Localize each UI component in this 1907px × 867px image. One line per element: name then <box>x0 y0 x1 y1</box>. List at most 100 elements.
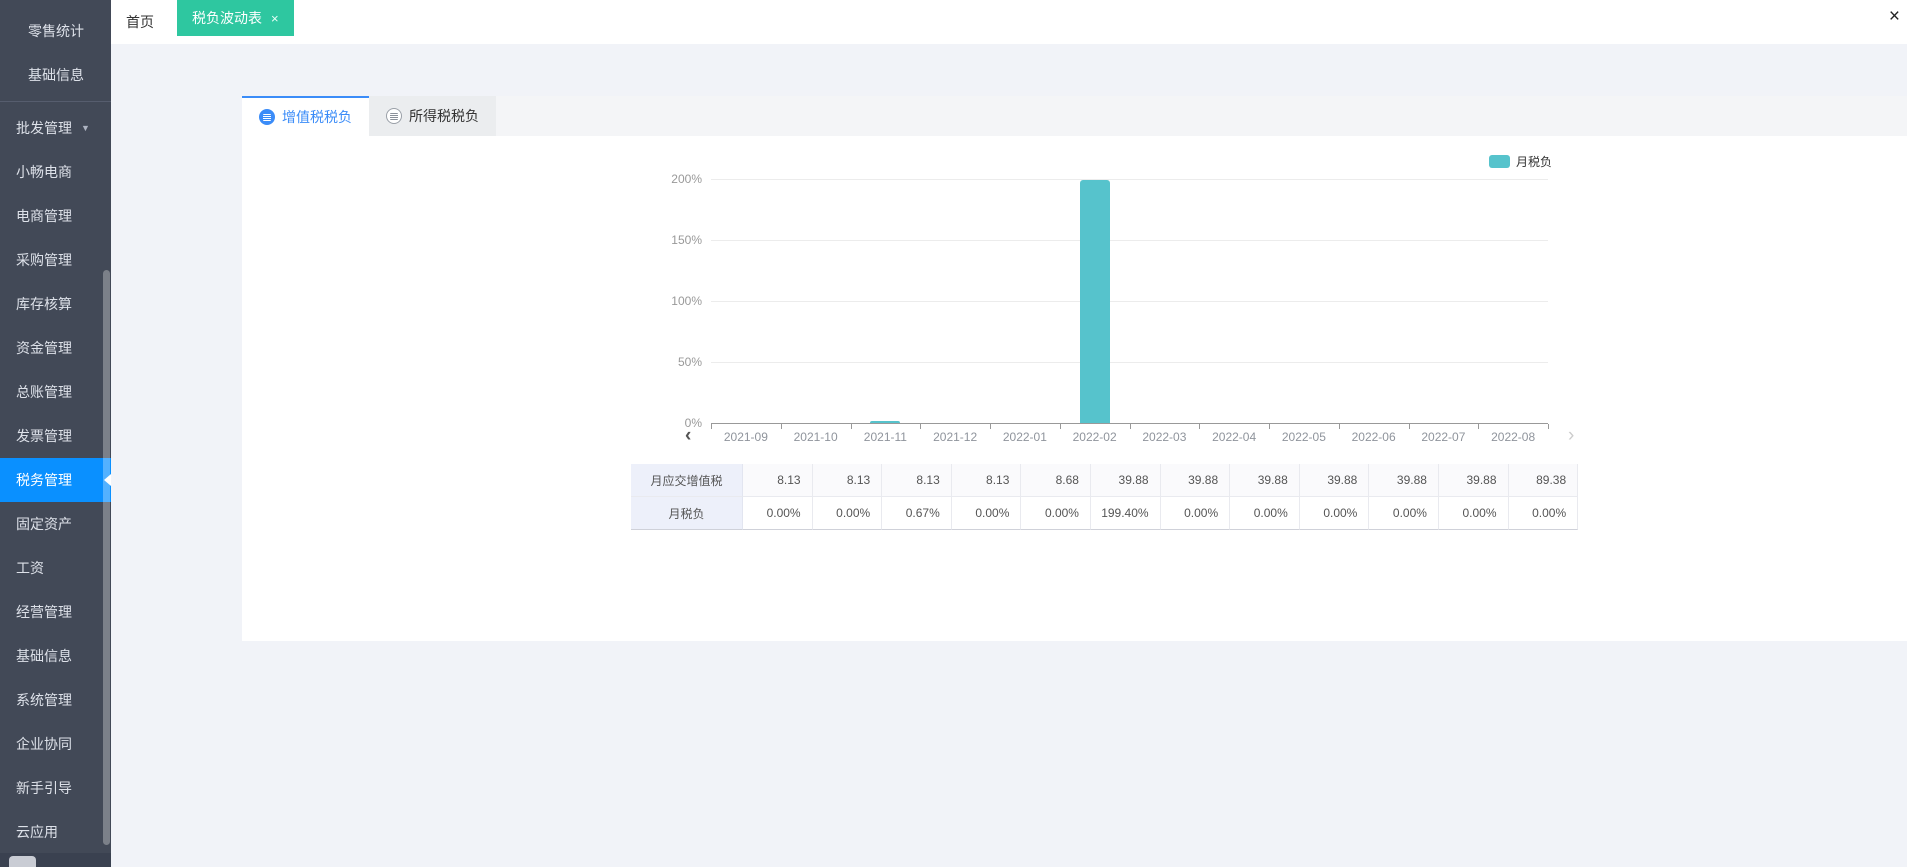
x-axis-tick-label: 2021-09 <box>723 430 768 444</box>
x-axis-tick <box>711 424 712 429</box>
sidebar-item-采购管理[interactable]: 采购管理 <box>0 238 111 282</box>
y-axis-tick-label: 150% <box>671 233 702 247</box>
table-row-label: 月税负 <box>631 497 743 530</box>
table-cell: 8.13 <box>812 464 883 497</box>
sidebar-item-税务管理[interactable]: 税务管理 <box>0 458 111 502</box>
sidebar-item-批发管理[interactable]: 批发管理 ▼ <box>0 106 111 150</box>
legend-swatch <box>1489 155 1510 168</box>
subtab-vat-label: 增值税税负 <box>282 109 352 125</box>
sidebar-item-基础信息[interactable]: 基础信息 <box>0 634 111 678</box>
window-close-icon[interactable]: × <box>1888 6 1900 27</box>
legend-label: 月税负 <box>1516 155 1553 169</box>
table-cell: 0.00% <box>812 497 883 530</box>
tab-home-label: 首页 <box>126 14 154 30</box>
sidebar-item-库存核算[interactable]: 库存核算 <box>0 282 111 326</box>
sidebar-item-云应用[interactable]: 云应用 <box>0 810 111 854</box>
sidebar-item-基础信息[interactable]: 基础信息 <box>0 53 111 97</box>
x-axis-tick <box>1269 424 1270 429</box>
table-row-label: 月应交增值税 <box>631 464 743 497</box>
x-axis-tick <box>1478 424 1480 429</box>
bar-2022-02[interactable] <box>1079 180 1110 423</box>
income-tax-report-icon <box>386 108 402 124</box>
sidebar-item-资金管理[interactable]: 资金管理 <box>0 326 111 370</box>
table-cell: 199.40% <box>1090 497 1161 530</box>
x-axis-tick <box>1129 424 1131 429</box>
gridline <box>711 179 1548 180</box>
sidebar-item-经营管理[interactable]: 经营管理 <box>0 590 111 634</box>
table-cell: 0.00% <box>1508 497 1579 530</box>
sidebar-item-label: 资金管理 <box>16 340 72 356</box>
table-cell: 0.00% <box>1021 497 1091 530</box>
x-axis-labels: 2021-09 2021-10 2021-11 2021-12 2022-01 2022-… <box>711 430 1548 446</box>
chart-legend[interactable]: 月税负 <box>1489 153 1552 170</box>
table-row: 月应交增值税 8.13 8.13 8.13 8.13 8.68 39.88 39.88 39.8… <box>631 464 1579 497</box>
table-cell: 0.00% <box>1369 497 1439 530</box>
bar-chart-plot: 0% 50% 100% 150% 200% <box>671 172 1549 430</box>
table-cell: 39.88 <box>1299 464 1370 497</box>
sidebar-item-label: 系统管理 <box>16 692 72 708</box>
x-axis-tick <box>1338 424 1340 429</box>
sidebar-item-label: 发票管理 <box>16 428 72 444</box>
table-cell: 39.88 <box>1369 464 1439 497</box>
x-axis-tick-label: 2022-07 <box>1421 430 1466 444</box>
table-cell: 89.38 <box>1508 464 1579 497</box>
sidebar-item-label: 税务管理 <box>16 472 72 488</box>
sidebar-item-label: 经营管理 <box>16 604 72 620</box>
sidebar-item-固定资产[interactable]: 固定资产 <box>0 502 111 546</box>
y-axis-tick-label: 0% <box>684 416 702 430</box>
gridline <box>711 362 1548 363</box>
vat-report-icon <box>259 109 275 125</box>
x-axis-tick <box>920 424 922 429</box>
tab-home[interactable]: 首页 <box>111 0 169 44</box>
gridline <box>711 240 1548 241</box>
table-cell: 39.88 <box>1160 464 1231 497</box>
sidebar-item-label: 固定资产 <box>16 516 72 532</box>
x-axis-tick <box>990 424 991 429</box>
x-axis-tick-label: 2021-12 <box>933 430 978 444</box>
table-cell: 39.88 <box>1230 464 1300 497</box>
active-item-notch <box>104 474 111 486</box>
sidebar-item-新手引导[interactable]: 新手引导 <box>0 766 111 810</box>
sidebar-menu: 零售统计 基础信息 批发管理 ▼ 小畅电商 电商管理 采购管理 库存核算 资金管理 总账管理 发票管… <box>0 0 111 854</box>
sidebar-collapse-button[interactable] <box>9 856 36 867</box>
sidebar-item-label: 工资 <box>16 560 44 576</box>
table-cell: 0.00% <box>1160 497 1231 530</box>
subtab-income-label: 所得税税负 <box>409 108 479 124</box>
sidebar-item-label: 基础信息 <box>16 648 72 664</box>
sidebar-divider <box>0 101 111 102</box>
x-axis-tick-label: 2022-04 <box>1212 430 1257 444</box>
sidebar-item-小畅电商[interactable]: 小畅电商 <box>0 150 111 194</box>
sidebar-item-零售统计[interactable]: 零售统计 <box>0 9 111 53</box>
tab-close-icon[interactable]: × <box>271 10 279 26</box>
tab-tax-fluctuation-label: 税负波动表 <box>192 10 262 26</box>
sidebar-item-label: 库存核算 <box>16 296 72 312</box>
sidebar-item-电商管理[interactable]: 电商管理 <box>0 194 111 238</box>
subtab-income-tax-burden[interactable]: 所得税税负 <box>369 96 496 136</box>
y-axis-tick-label: 200% <box>671 172 702 186</box>
subtab-vat-tax-burden[interactable]: 增值税税负 <box>242 96 369 136</box>
sidebar-item-企业协同[interactable]: 企业协同 <box>0 722 111 766</box>
bar-2021-11[interactable] <box>870 421 901 423</box>
x-axis-tick <box>850 424 852 429</box>
sidebar-item-label: 采购管理 <box>16 252 72 268</box>
table-cell: 0.00% <box>743 497 813 530</box>
sidebar-item-系统管理[interactable]: 系统管理 <box>0 678 111 722</box>
tab-tax-fluctuation[interactable]: 税负波动表 × <box>177 0 294 36</box>
sidebar-item-工资[interactable]: 工资 <box>0 546 111 590</box>
x-axis-tick-label: 2021-10 <box>793 430 838 444</box>
sidebar-item-label: 基础信息 <box>28 67 84 83</box>
table-cell: 0.00% <box>951 497 1022 530</box>
x-axis-tick-label: 2022-01 <box>1002 430 1047 444</box>
x-axis-tick-label: 2022-05 <box>1281 430 1326 444</box>
sidebar-scrollbar[interactable] <box>103 270 110 845</box>
sidebar-item-label: 新手引导 <box>16 780 72 796</box>
sidebar-item-发票管理[interactable]: 发票管理 <box>0 414 111 458</box>
sidebar-item-label: 总账管理 <box>16 384 72 400</box>
sidebar-item-label: 电商管理 <box>16 208 72 224</box>
gridline <box>711 301 1548 302</box>
table-cell: 8.13 <box>743 464 813 497</box>
sidebar-item-总账管理[interactable]: 总账管理 <box>0 370 111 414</box>
chart-prev-arrow-icon[interactable]: ‹ <box>685 425 692 446</box>
chart-next-arrow-icon[interactable]: › <box>1568 425 1575 446</box>
x-axis-line <box>711 423 1548 424</box>
